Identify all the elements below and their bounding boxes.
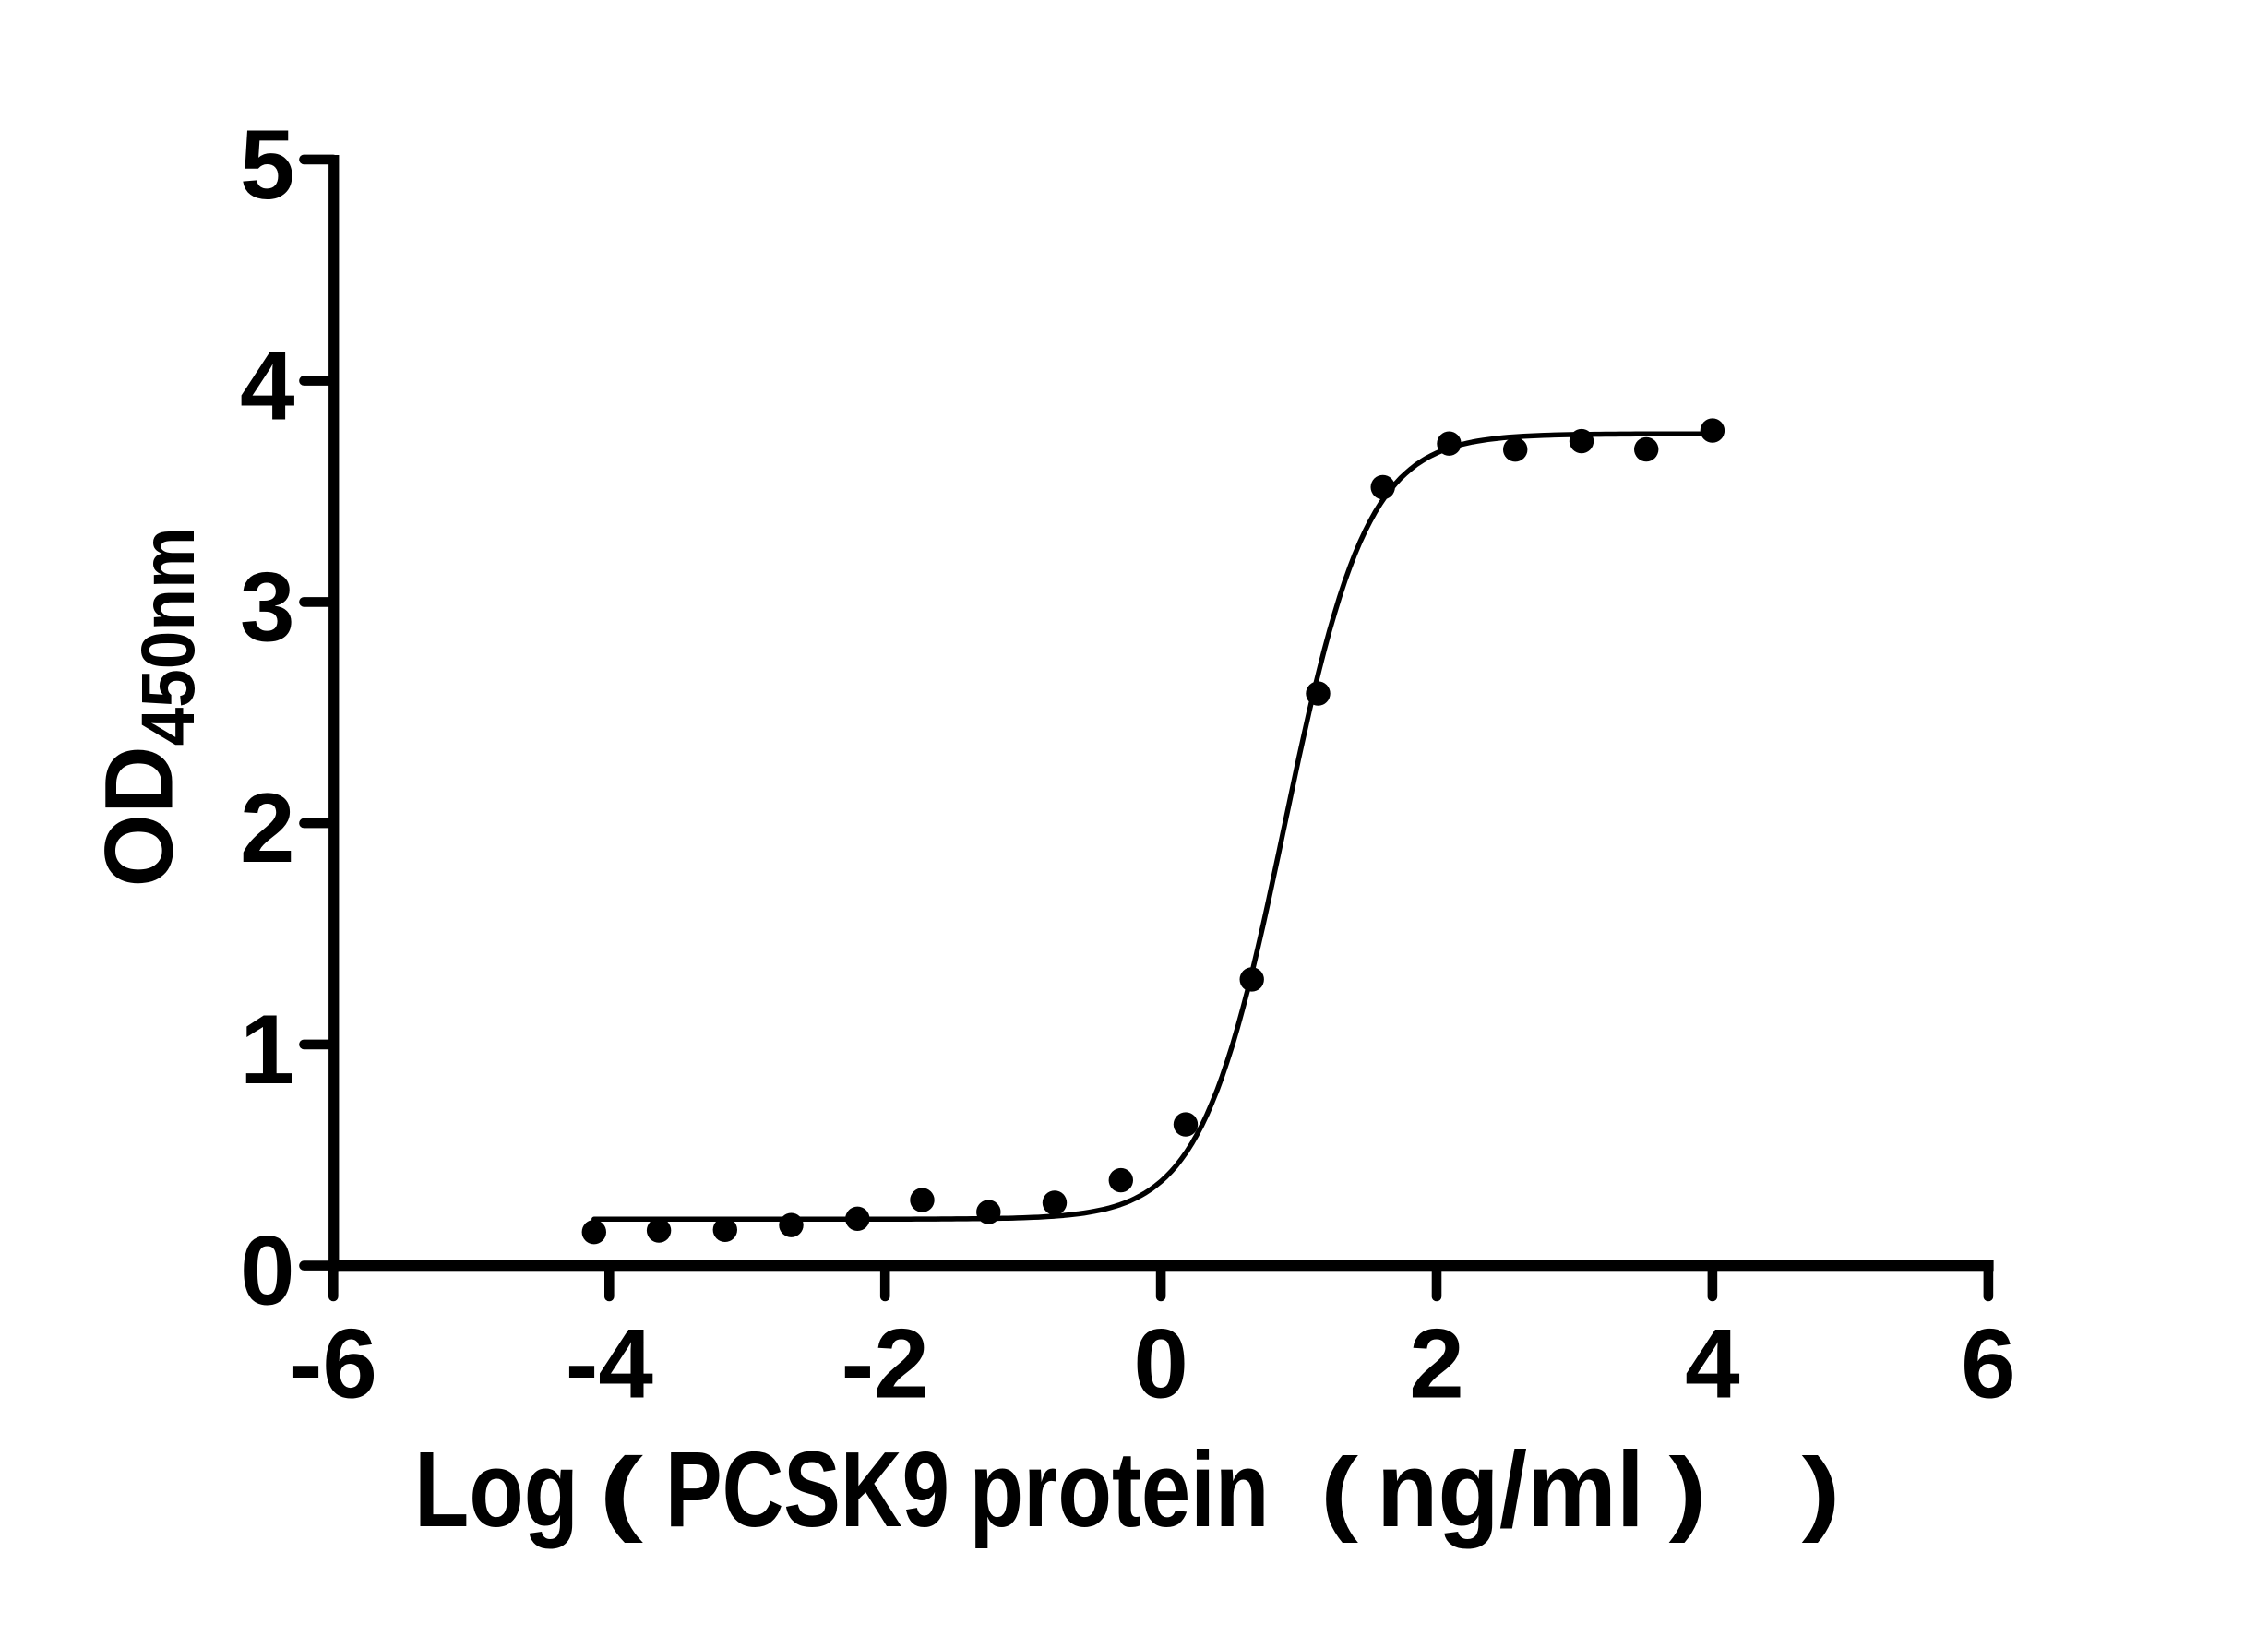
svg-text:(: ( <box>599 1439 643 1544</box>
svg-text:0: 0 <box>1133 1308 1188 1418</box>
svg-text:): ) <box>1802 1439 1841 1544</box>
svg-text:5: 5 <box>240 109 295 220</box>
svg-text:4: 4 <box>1685 1308 1740 1418</box>
svg-text:2: 2 <box>240 772 295 883</box>
svg-text:-4: -4 <box>566 1308 653 1418</box>
svg-text:OD450nm: OD450nm <box>86 527 211 887</box>
svg-text:2: 2 <box>1409 1308 1464 1418</box>
svg-text:-6: -6 <box>290 1308 377 1418</box>
svg-text:3: 3 <box>240 551 295 662</box>
svg-text:6: 6 <box>1961 1308 2016 1418</box>
svg-text:-2: -2 <box>842 1308 929 1418</box>
svg-text:PCSK9: PCSK9 <box>665 1429 949 1549</box>
svg-text:): ) <box>1669 1439 1707 1544</box>
svg-text:4: 4 <box>240 330 295 441</box>
svg-text:Log: Log <box>414 1429 579 1549</box>
svg-text:(: ( <box>1320 1439 1358 1544</box>
svg-text:1: 1 <box>240 994 295 1105</box>
svg-text:0: 0 <box>240 1215 295 1326</box>
svg-text:ng/ml: ng/ml <box>1377 1429 1644 1549</box>
svg-text:protein: protein <box>970 1429 1270 1549</box>
